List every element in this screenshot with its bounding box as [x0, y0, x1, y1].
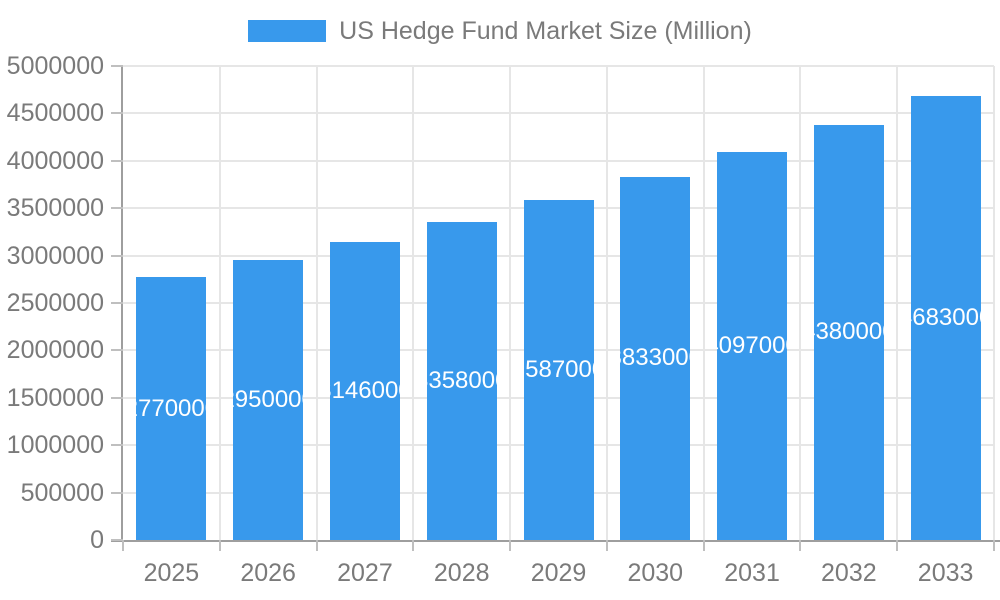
y-tick [111, 539, 123, 541]
x-tick [896, 540, 899, 551]
x-tick-label: 2026 [240, 559, 296, 587]
bar-2026[interactable]: 2950000 [233, 260, 304, 540]
y-tick-label: 1500000 [6, 383, 104, 412]
bar-2032[interactable]: 4380000 [813, 124, 884, 540]
x-tick [218, 540, 221, 551]
y-tick [111, 159, 123, 162]
x-gridline [412, 66, 415, 540]
bar-value-label: 3833000 [620, 344, 690, 372]
x-tick-label: 2032 [821, 559, 877, 587]
x-tick [993, 540, 995, 551]
x-tick-label: 2030 [627, 559, 684, 587]
y-tick [111, 349, 123, 352]
x-gridline [993, 66, 995, 540]
y-tick-label: 0 [90, 526, 104, 554]
y-tick-label: 2000000 [6, 336, 104, 365]
bar-value-label: 2950000 [233, 386, 303, 414]
y-tick-label: 3500000 [6, 194, 104, 223]
y-tick [111, 396, 123, 399]
bar-2029[interactable]: 3587000 [523, 199, 594, 540]
x-tick [605, 540, 608, 551]
y-tick-label: 2500000 [6, 289, 104, 317]
y-tick-label: 4000000 [6, 146, 104, 175]
x-tick-label: 2031 [724, 559, 780, 587]
x-tick [412, 540, 415, 551]
x-gridline [896, 66, 899, 540]
x-gridline [315, 66, 318, 540]
x-gridline [218, 66, 221, 540]
x-gridline [509, 66, 512, 540]
bar-value-label: 4380000 [814, 318, 884, 346]
y-gridline [123, 65, 994, 67]
x-gridline [605, 66, 608, 540]
y-tick [111, 65, 123, 67]
bar-2033[interactable]: 4683000 [910, 96, 981, 540]
y-tick [111, 112, 123, 115]
x-tick-label: 2029 [530, 559, 587, 587]
y-tick-label: 500000 [20, 478, 104, 507]
y-tick-label: 4500000 [6, 99, 104, 128]
bar-value-label: 3358000 [427, 366, 497, 394]
legend-label: US Hedge Fund Market Size (Million) [339, 17, 752, 45]
bar-2028[interactable]: 3358000 [426, 221, 497, 540]
x-tick-label: 2033 [917, 559, 974, 587]
legend-swatch [248, 20, 327, 42]
bar-value-label: 3146000 [330, 376, 400, 404]
y-tick-label: 1000000 [6, 431, 104, 460]
x-axis-line [111, 540, 1000, 542]
y-tick [111, 444, 123, 447]
bar-2030[interactable]: 3833000 [620, 176, 691, 540]
plot-area: 0 500000 1000000 1500000 2000000 2500000 30000… [7, 52, 1000, 587]
x-tick [509, 540, 512, 551]
bar-value-label: 4097000 [717, 331, 787, 359]
bar-value-label: 4683000 [911, 304, 981, 332]
y-tick-label: 3000000 [6, 241, 104, 270]
x-tick-label: 2028 [433, 559, 490, 587]
x-tick [702, 540, 705, 551]
y-gridline [123, 159, 994, 162]
bar-value-label: 3587000 [524, 355, 594, 383]
bar-2025[interactable]: 2770000 [136, 277, 207, 540]
x-gridline [799, 66, 802, 540]
x-tick [799, 540, 802, 551]
bar-2027[interactable]: 3146000 [329, 241, 400, 540]
y-tick [111, 302, 123, 304]
bar-2031[interactable]: 4097000 [717, 151, 788, 540]
x-tick-label: 2025 [143, 559, 200, 587]
bar-value-label: 2770000 [136, 394, 206, 422]
chart-legend[interactable]: US Hedge Fund Market Size (Million) [0, 16, 1000, 46]
y-tick [111, 207, 123, 210]
y-tick [111, 254, 123, 257]
x-tick-label: 2027 [337, 559, 393, 587]
y-gridline [123, 112, 994, 115]
y-tick [111, 491, 123, 494]
x-tick [122, 540, 124, 551]
x-tick [315, 540, 318, 551]
y-tick-label: 5000000 [6, 52, 104, 80]
x-gridline [702, 66, 705, 540]
